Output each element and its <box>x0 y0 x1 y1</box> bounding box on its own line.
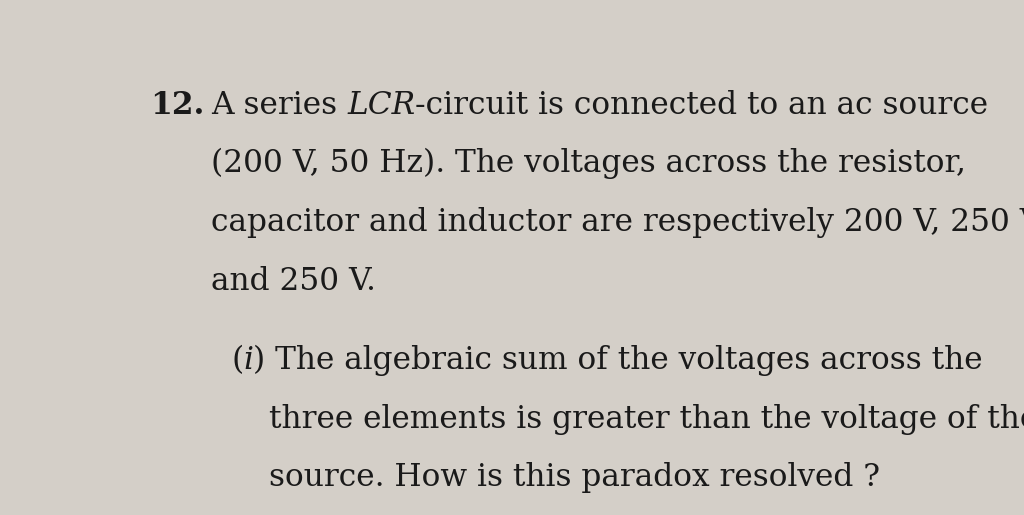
Text: source. How is this paradox resolved ?: source. How is this paradox resolved ? <box>269 462 881 493</box>
Text: capacitor and inductor are respectively 200 V, 250 V: capacitor and inductor are respectively … <box>211 207 1024 238</box>
Text: ) The algebraic sum of the voltages across the: ) The algebraic sum of the voltages acro… <box>253 345 983 376</box>
Text: A series: A series <box>211 90 347 121</box>
Text: -circuit is connected to an ac source: -circuit is connected to an ac source <box>416 90 988 121</box>
Text: (200 V, 50 Hz). The voltages across the resistor,: (200 V, 50 Hz). The voltages across the … <box>211 148 967 179</box>
Text: and 250 V.: and 250 V. <box>211 266 376 297</box>
Text: i: i <box>244 345 253 376</box>
Text: 12.: 12. <box>151 90 205 121</box>
Text: three elements is greater than the voltage of the: three elements is greater than the volta… <box>269 404 1024 435</box>
Text: LCR: LCR <box>347 90 416 121</box>
Text: (: ( <box>231 345 244 376</box>
